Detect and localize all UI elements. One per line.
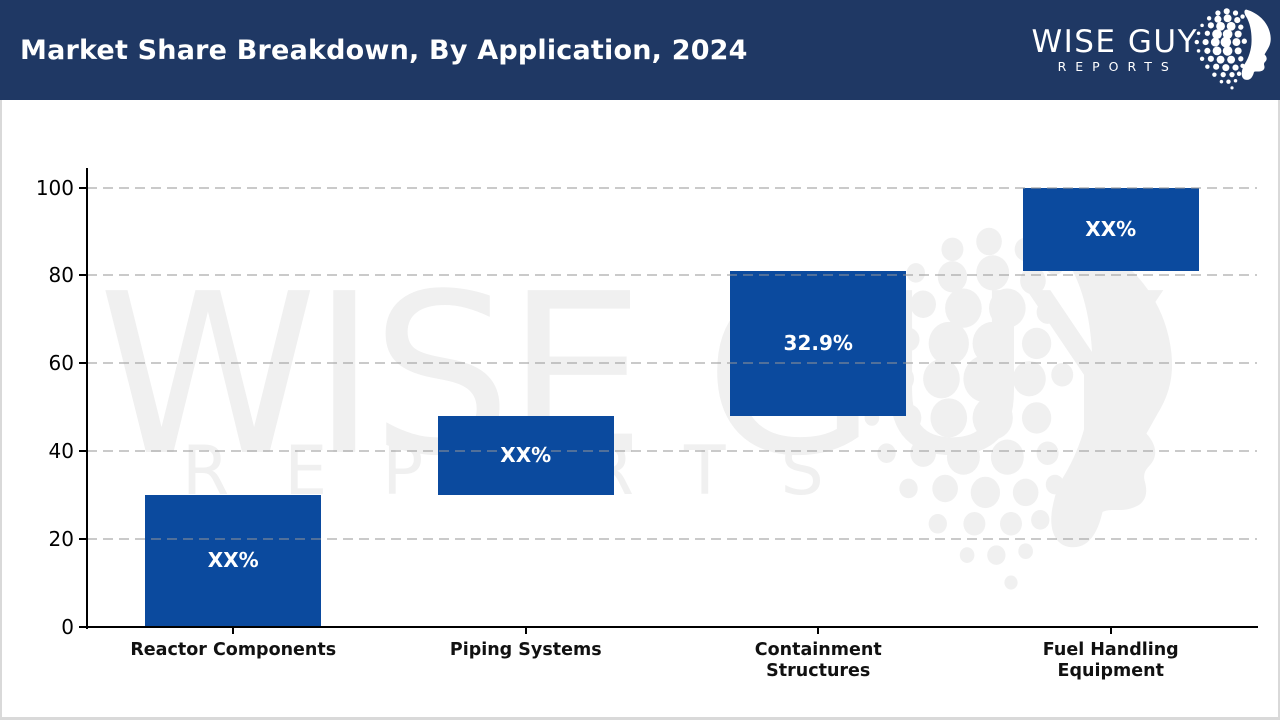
x-category-label: Containment Structures — [754, 640, 882, 681]
y-tick-mark — [79, 274, 87, 277]
waterfall-bar — [1022, 187, 1199, 272]
wiseguy-logo: WISE GUY REPORTS — [1031, 5, 1276, 95]
header: Market Share Breakdown, By Application, … — [0, 0, 1280, 100]
gridline — [87, 538, 1257, 541]
bar-value-label: XX% — [207, 548, 259, 573]
y-tick-label: 60 — [48, 351, 74, 376]
y-tick-label: 20 — [48, 527, 74, 552]
wiseguy-face-icon — [1194, 8, 1271, 90]
gridline — [87, 274, 1257, 277]
y-tick-mark — [79, 538, 87, 541]
y-tick-mark — [79, 186, 87, 189]
bar-value-label: 32.9% — [783, 331, 853, 356]
bar-value-label: XX% — [500, 443, 552, 468]
y-tick-label: 40 — [48, 439, 74, 464]
y-tick-mark — [79, 362, 87, 365]
waterfall-bar — [145, 495, 322, 627]
logo-brand-name: WISE GUY — [1031, 23, 1198, 60]
chart-area: WISE GUY REPORTS 020406080100XX%Reactor … — [0, 100, 1280, 720]
waterfall-bar — [730, 271, 907, 417]
y-tick-label: 100 — [35, 175, 74, 200]
gridline — [87, 362, 1257, 365]
y-tick-label: 80 — [48, 263, 74, 288]
y-axis-line — [86, 167, 88, 629]
x-category-label: Reactor Components — [130, 640, 337, 660]
y-tick-mark — [79, 626, 87, 628]
x-tick-mark — [1109, 627, 1112, 634]
logo-brand-subtitle: REPORTS — [1057, 59, 1178, 75]
waterfall-bar — [437, 416, 614, 496]
y-tick-label: 0 — [61, 615, 74, 639]
x-tick-mark — [817, 627, 820, 634]
bar-value-label: XX% — [1085, 216, 1137, 241]
y-tick-mark — [79, 450, 87, 453]
x-category-label: Fuel Handling Equipment — [1042, 640, 1179, 681]
gridline — [87, 450, 1257, 453]
x-tick-mark — [524, 627, 527, 634]
x-tick-mark — [232, 627, 235, 634]
x-category-label: Piping Systems — [449, 640, 602, 660]
chart-title: Market Share Breakdown, By Application, … — [20, 34, 748, 66]
wiseguy-logo-text: WISE GUY REPORTS — [1031, 26, 1198, 75]
x-axis-line — [86, 626, 1258, 628]
gridline — [87, 186, 1257, 189]
plot-area: 0 20 40 60 80 100 XX% Reactor Components XX% Pipi… — [2, 100, 1278, 717]
